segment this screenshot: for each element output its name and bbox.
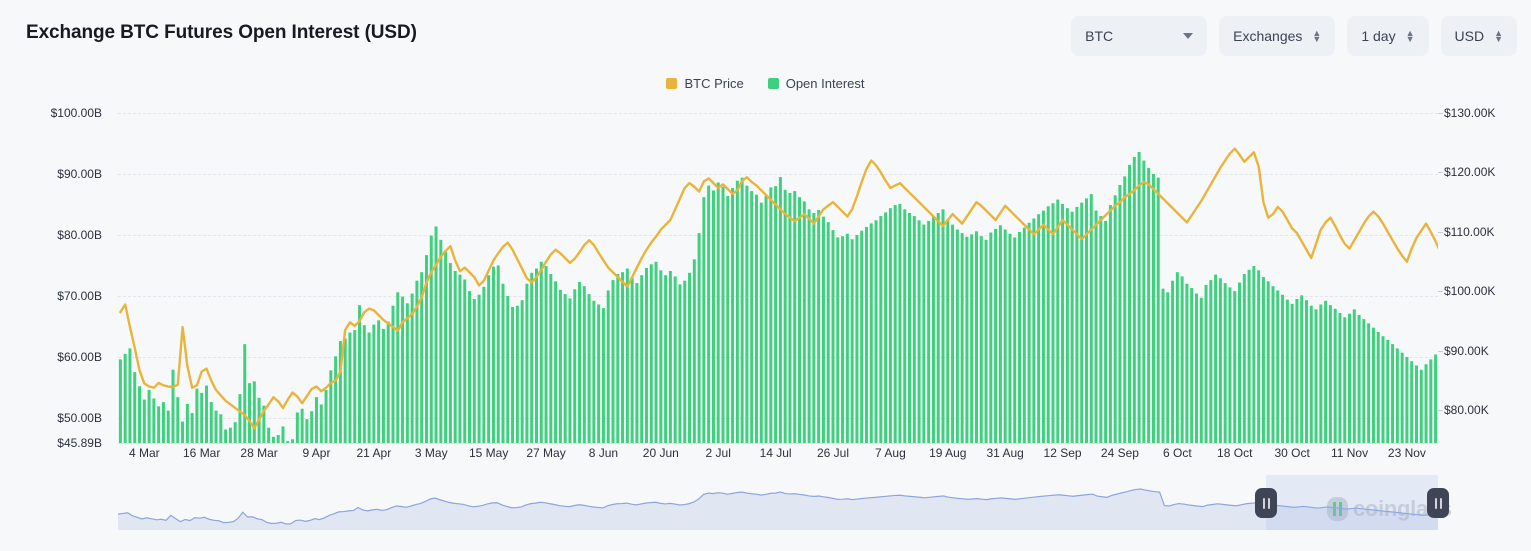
- range-navigator[interactable]: [118, 475, 1449, 530]
- gridline: [118, 356, 1438, 358]
- x-axis-label: 18 Oct: [1217, 446, 1253, 460]
- legend-item-open-interest[interactable]: Open Interest: [767, 76, 865, 91]
- x-axis-label: 31 Aug: [986, 446, 1024, 460]
- currency-selector[interactable]: USD ▲ ▼: [1440, 16, 1517, 56]
- bar-series: [118, 152, 1438, 443]
- y-axis-right-tick: [1438, 231, 1443, 233]
- y-axis-left-label: $50.00B: [57, 410, 102, 425]
- range-handle-left[interactable]: [1255, 488, 1278, 518]
- x-axis-label: 14 Jul: [759, 446, 792, 460]
- page-title: Exchange BTC Futures Open Interest (USD): [26, 22, 417, 43]
- x-axis-label: 7 Aug: [875, 446, 906, 460]
- x-axis-label: 2 Jul: [705, 446, 731, 460]
- chevron-down-icon: [1183, 33, 1194, 39]
- currency-selector-label: USD: [1454, 28, 1485, 44]
- chart-body: $45.89B $50.00B $60.00B $70.00B $80.00B $90.0…: [0, 100, 1531, 521]
- x-axis-label: 20 Jun: [642, 446, 679, 460]
- x-axis-label: 19 Aug: [929, 446, 967, 460]
- y-axis-right-label: $100.00K: [1444, 284, 1496, 299]
- navigator-area: [118, 489, 1438, 530]
- asset-selector[interactable]: BTC: [1071, 16, 1208, 56]
- navigator-selection[interactable]: [1266, 475, 1438, 530]
- y-axis-right-tick: [1438, 113, 1443, 114]
- gridline: [118, 295, 1438, 297]
- x-axis-label: 30 Oct: [1274, 446, 1310, 460]
- x-axis-label: 16 Mar: [183, 446, 221, 460]
- x-axis-label: 4 Mar: [128, 446, 160, 460]
- y-axis-right-tick: [1438, 172, 1443, 174]
- y-axis-left-label: $80.00B: [57, 227, 102, 242]
- x-axis-label: 9 Apr: [302, 446, 331, 460]
- y-axis-left-label: $100.00B: [50, 106, 102, 120]
- y-axis-left-label: $45.89B: [57, 436, 102, 450]
- y-axis-left-label: $70.00B: [57, 288, 102, 303]
- y-axis-right-label: $110.00K: [1444, 224, 1495, 239]
- chevron-up-down-icon: ▲ ▼: [1494, 28, 1503, 44]
- x-axis-label: 8 Jun: [588, 446, 619, 460]
- navigator-sparkline: [118, 488, 1438, 530]
- chart-series: [118, 147, 1438, 443]
- x-axis-label: 27 May: [526, 446, 566, 460]
- gridline: [118, 173, 1438, 175]
- chevron-up-down-icon: ▲ ▼: [1405, 28, 1415, 44]
- gridline: [118, 113, 1438, 114]
- x-axis-label: 26 Jul: [816, 446, 850, 460]
- line-series: [119, 147, 1438, 430]
- legend-item-btc-price[interactable]: BTC Price: [666, 76, 744, 91]
- x-axis-label: 23 Nov: [1387, 446, 1426, 460]
- x-axis-label: 24 Sep: [1100, 446, 1139, 460]
- exchanges-selector-label: Exchanges: [1233, 28, 1303, 44]
- chart-legend: BTC Price Open Interest: [0, 76, 1531, 91]
- gridline: [118, 234, 1438, 236]
- x-axis-label: 11 Nov: [1330, 446, 1369, 460]
- x-axis-label: 12 Sep: [1043, 446, 1082, 460]
- chart-controls: BTC Exchanges ▲ ▼ 1 day ▲ ▼ USD ▲ ▼: [1071, 16, 1517, 56]
- x-axis-baseline: [118, 443, 1438, 444]
- y-axis-right-label: $120.00K: [1444, 165, 1496, 180]
- y-axis-right-tick: [1438, 410, 1443, 412]
- y-axis-right-tick: [1438, 291, 1443, 293]
- x-axis-label: 15 May: [468, 446, 509, 460]
- plot-area[interactable]: [118, 113, 1438, 443]
- asset-selector-label: BTC: [1085, 28, 1114, 44]
- legend-swatch: [767, 78, 779, 89]
- x-axis-label: 6 Oct: [1163, 446, 1192, 460]
- x-axis-label: 28 Mar: [240, 446, 278, 460]
- interval-selector-label: 1 day: [1361, 28, 1396, 44]
- range-handle-right[interactable]: [1427, 488, 1449, 518]
- chevron-up-down-icon: ▲ ▼: [1312, 28, 1322, 44]
- legend-swatch: [666, 78, 678, 89]
- y-axis-right-label: $80.00K: [1444, 403, 1489, 418]
- exchanges-selector[interactable]: Exchanges ▲ ▼: [1219, 16, 1336, 56]
- legend-label: BTC Price: [684, 76, 744, 91]
- y-axis-left-label: $60.00B: [57, 349, 102, 364]
- y-axis-right-label: $130.00K: [1444, 106, 1496, 120]
- x-axis: 4 Mar 16 Mar 28 Mar 9 Apr 21 Apr 3 May 15 May 2…: [0, 446, 1531, 468]
- x-axis-label: 3 May: [414, 446, 448, 460]
- x-axis-label: 21 Apr: [356, 446, 392, 460]
- interval-selector[interactable]: 1 day ▲ ▼: [1347, 16, 1429, 56]
- legend-label: Open Interest: [785, 76, 865, 91]
- y-axis-left-label: $90.00B: [57, 166, 102, 181]
- gridline: [118, 417, 1438, 419]
- chart-header: Exchange BTC Futures Open Interest (USD)…: [0, 0, 1531, 72]
- y-axis-right-tick: [1438, 350, 1443, 352]
- navigator-line: [118, 488, 1438, 525]
- y-axis-right-label: $90.00K: [1444, 343, 1489, 358]
